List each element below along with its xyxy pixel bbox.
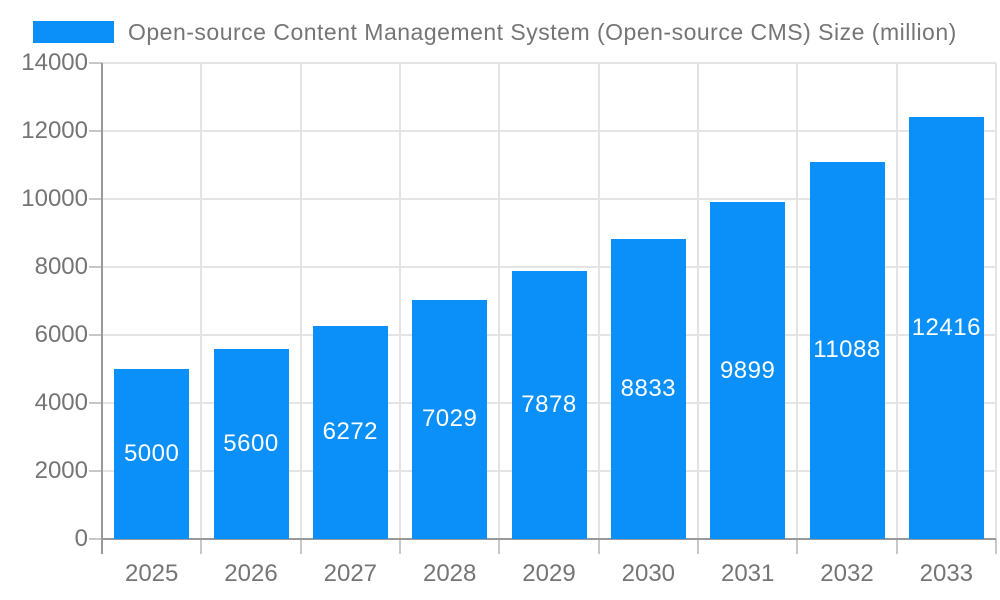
y-tick-mark xyxy=(89,62,102,64)
x-tick-mark xyxy=(498,539,501,554)
x-gridline xyxy=(597,63,600,539)
x-axis-tick-label: 2030 xyxy=(621,560,676,587)
x-axis-tick-label: 2033 xyxy=(919,560,974,587)
x-tick-mark xyxy=(597,539,600,554)
y-axis-tick-label: 2000 xyxy=(34,457,88,484)
chart-legend: Open-source Content Management System (O… xyxy=(33,10,957,54)
x-gridline xyxy=(796,63,799,539)
x-gridline xyxy=(697,63,699,539)
x-tick-mark xyxy=(697,539,699,554)
bar-value-label: 5000 xyxy=(123,440,180,467)
x-axis-tick-label: 2029 xyxy=(522,560,576,587)
bar-2033: 12416 xyxy=(908,116,984,539)
y-tick-mark xyxy=(89,334,102,336)
bar-value-label: 5600 xyxy=(223,429,279,457)
bar-2025: 5000 xyxy=(114,369,190,539)
x-tick-mark xyxy=(299,539,302,554)
y-axis-tick-label: 10000 xyxy=(21,185,88,212)
bar-value-label: 9899 xyxy=(719,356,776,384)
legend-swatch xyxy=(33,21,114,43)
y-gridline xyxy=(102,198,996,200)
bar-value-label: 8833 xyxy=(620,374,677,402)
y-axis-tick-label: 6000 xyxy=(34,321,88,348)
x-gridline xyxy=(399,63,401,539)
bar-value-label: 12416 xyxy=(911,313,981,341)
bar-2027: 6272 xyxy=(312,325,388,539)
bar-value-label: 6272 xyxy=(322,418,379,446)
x-axis-tick-label: 2027 xyxy=(323,560,378,587)
x-tick-mark xyxy=(995,539,997,554)
bar-2026: 5600 xyxy=(213,348,289,539)
x-axis-tick-label: 2032 xyxy=(820,560,874,587)
y-tick-mark xyxy=(89,198,102,200)
bar-value-label: 11088 xyxy=(813,336,881,364)
y-gridline xyxy=(102,62,996,64)
x-axis-tick-label: 2031 xyxy=(720,560,775,587)
x-gridline xyxy=(995,63,997,539)
bar-2029: 7878 xyxy=(511,271,587,539)
y-tick-mark xyxy=(89,130,102,132)
y-axis-tick-label: 8000 xyxy=(34,253,88,280)
legend-label: Open-source Content Management System (O… xyxy=(128,18,957,45)
x-gridline xyxy=(498,63,501,539)
y-axis-tick-label: 4000 xyxy=(34,389,88,416)
x-tick-mark xyxy=(399,539,401,554)
x-gridline xyxy=(895,63,898,539)
y-gridline xyxy=(102,130,996,132)
y-tick-mark xyxy=(89,266,102,268)
x-gridline xyxy=(200,63,203,539)
y-axis-tick-label: 0 xyxy=(74,525,88,552)
y-tick-mark xyxy=(89,470,102,472)
y-axis-tick-label: 14000 xyxy=(21,49,88,76)
y-axis-line xyxy=(101,63,103,554)
y-gridline xyxy=(102,266,996,268)
bar-value-label: 7029 xyxy=(421,405,478,433)
y-axis-tick-label: 12000 xyxy=(21,117,88,144)
x-axis-tick-label: 2025 xyxy=(124,560,179,587)
x-tick-mark xyxy=(200,539,203,554)
x-axis-line xyxy=(102,538,996,540)
bar-2031: 9899 xyxy=(710,202,786,539)
x-gridline xyxy=(299,63,302,539)
bar-2030: 8833 xyxy=(610,238,686,539)
x-tick-mark xyxy=(895,539,898,554)
bar-value-label: 7878 xyxy=(521,391,577,419)
y-tick-mark xyxy=(89,402,102,404)
x-tick-mark xyxy=(796,539,799,554)
bar-2028: 7029 xyxy=(412,300,488,539)
x-axis-tick-label: 2028 xyxy=(422,560,477,587)
x-axis-tick-label: 2026 xyxy=(224,560,278,587)
bar-2032: 11088 xyxy=(809,162,885,539)
y-tick-mark xyxy=(89,538,102,540)
